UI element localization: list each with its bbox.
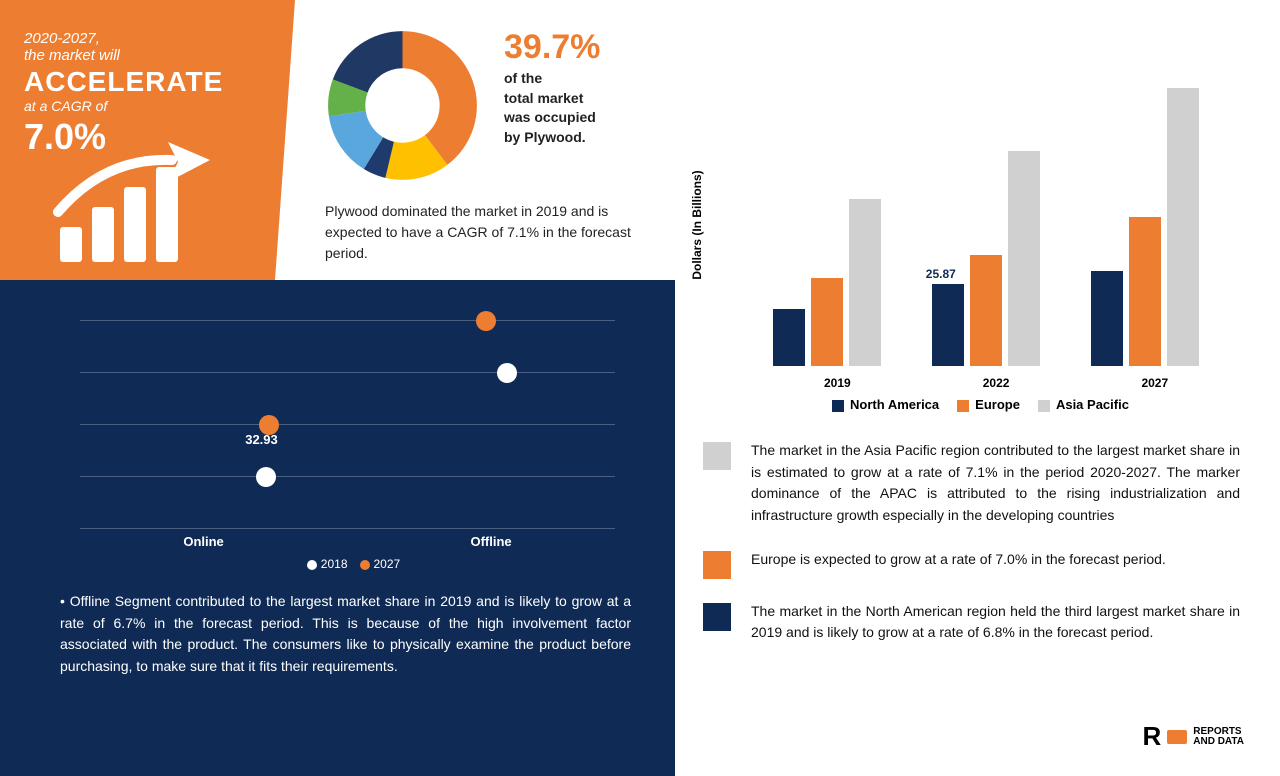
left-column: 2020-2027, the market will ACCELERATE at… — [0, 0, 675, 776]
bar — [1167, 88, 1199, 366]
bar-plot-area: 25.87 — [749, 50, 1230, 366]
bar — [1091, 271, 1123, 366]
note-swatch — [703, 551, 731, 579]
lollipop-row — [80, 424, 615, 476]
bar-x-label: 2019 — [749, 376, 908, 390]
segment-panel: 32.93 Online Offline 2018 2027 Offline Seg… — [0, 280, 675, 776]
donut-highlight: 39.7% of thetotal marketwas occupiedby P… — [504, 28, 600, 147]
bar — [932, 284, 964, 366]
legend-label: 2027 — [374, 557, 401, 571]
bar — [849, 199, 881, 366]
region-note: The market in the North American region … — [703, 601, 1240, 644]
bar-value-label: 25.87 — [926, 267, 956, 281]
top-left-row: 2020-2027, the market will ACCELERATE at… — [0, 0, 675, 280]
bar — [1129, 217, 1161, 366]
legend-swatch — [1038, 400, 1050, 412]
legend-label: Europe — [975, 397, 1020, 412]
logo-r: R — [1142, 721, 1161, 752]
lollipop-value-label: 32.93 — [245, 432, 278, 447]
segment-description: Offline Segment contributed to the large… — [60, 591, 635, 678]
page: 2020-2027, the market will ACCELERATE at… — [0, 0, 1280, 776]
logo-text: REPORTS AND DATA — [1193, 727, 1244, 747]
note-text: The market in the Asia Pacific region co… — [751, 440, 1240, 527]
legend-swatch — [957, 400, 969, 412]
region-note: The market in the Asia Pacific region co… — [703, 440, 1240, 527]
bar-x-label: 2027 — [1066, 376, 1225, 390]
bar-xaxis: 201920222027 — [749, 376, 1230, 390]
legend-label: Asia Pacific — [1056, 397, 1129, 412]
bar-ylabel: Dollars (In Billions) — [690, 170, 704, 279]
region-note: Europe is expected to grow at a rate of … — [703, 549, 1240, 579]
bar-group — [932, 50, 1052, 366]
note-swatch — [703, 603, 731, 631]
note-text: The market in the North American region … — [751, 601, 1240, 644]
brand-logo: R REPORTS AND DATA — [1142, 721, 1244, 752]
region-notes: The market in the Asia Pacific region co… — [703, 440, 1240, 644]
lollipop-row — [80, 320, 615, 372]
growth-arrow-icon — [50, 142, 220, 272]
lollipop-row — [80, 372, 615, 424]
accel-lead: the market will — [24, 47, 251, 64]
lollipop-category: Online — [183, 534, 223, 549]
lollipop-marker — [497, 363, 517, 383]
bar-x-label: 2022 — [908, 376, 1067, 390]
region-bar-chart: Dollars (In Billions) 25.87 201920222027… — [703, 40, 1240, 410]
orange-flap — [275, 0, 295, 280]
note-text: Europe is expected to grow at a rate of … — [751, 549, 1166, 579]
bar — [811, 278, 843, 366]
lollipop-marker — [256, 467, 276, 487]
donut-pct: 39.7% — [504, 28, 600, 67]
donut-description: Plywood dominated the market in 2019 and… — [325, 201, 645, 264]
donut-pct-text: of thetotal marketwas occupiedby Plywood… — [504, 69, 600, 147]
accelerate-panel: 2020-2027, the market will ACCELERATE at… — [0, 0, 275, 280]
bar-group — [1091, 50, 1211, 366]
lollipop-marker — [476, 311, 496, 331]
lollipop-row — [80, 476, 615, 528]
bar — [773, 309, 805, 366]
bar — [970, 255, 1002, 366]
lollipop-xaxis: Online Offline — [60, 534, 635, 549]
note-swatch — [703, 442, 731, 470]
donut-slice — [333, 31, 403, 92]
legend-label: 2018 — [321, 557, 348, 571]
donut-chart — [325, 28, 480, 183]
donut-panel: 39.7% of thetotal marketwas occupiedby P… — [275, 0, 675, 280]
lollipop-category: Offline — [470, 534, 511, 549]
right-column: Dollars (In Billions) 25.87 201920222027… — [675, 0, 1280, 776]
legend-swatch — [360, 560, 370, 570]
accel-headline: ACCELERATE — [24, 66, 251, 98]
legend-swatch — [307, 560, 317, 570]
bar-legend: North America Europe Asia Pacific — [703, 397, 1240, 412]
logo-line2: AND DATA — [1193, 736, 1244, 747]
legend-label: North America — [850, 397, 939, 412]
accel-period: 2020-2027, — [24, 30, 251, 47]
bar-group — [773, 50, 893, 366]
accel-sub: at a CAGR of — [24, 98, 251, 114]
logo-d-icon — [1167, 730, 1187, 744]
lollipop-legend: 2018 2027 — [60, 557, 635, 571]
lollipop-chart: 32.93 — [80, 320, 615, 530]
bar — [1008, 151, 1040, 366]
donut-row: 39.7% of thetotal marketwas occupiedby P… — [325, 28, 645, 183]
legend-swatch — [832, 400, 844, 412]
